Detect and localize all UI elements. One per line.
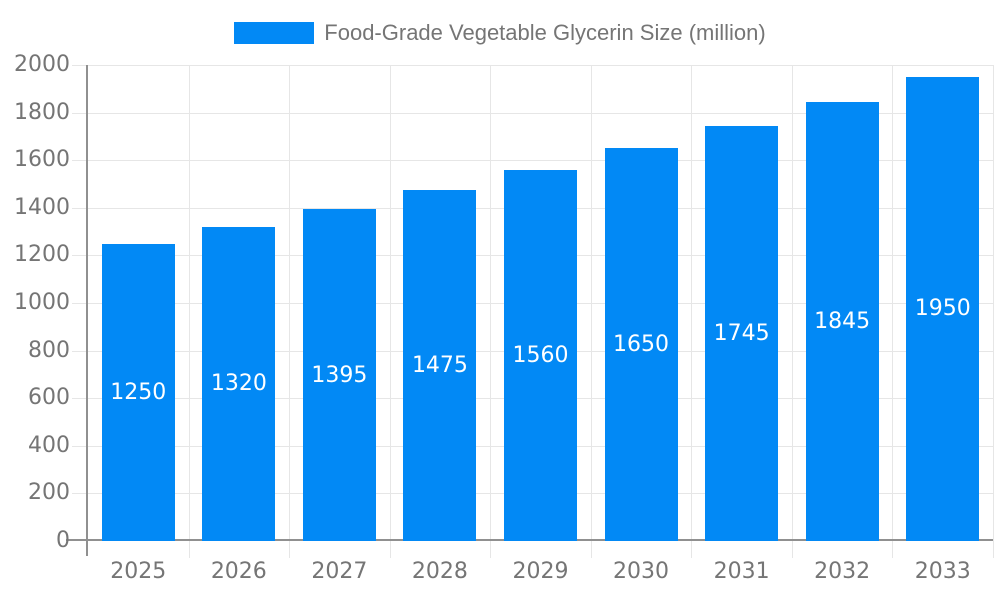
x-axis-tick-label: 2031 [713,559,770,584]
plot-area: 1250 1320 1395 1475 1560 1650 1745 1845 1950 [66,65,994,558]
x-axis-tick-label: 2026 [210,559,267,584]
bar-value-label: 1395 [311,362,368,388]
legend-label: Food-Grade Vegetable Glycerin Size (mill… [324,19,766,45]
y-axis-tick-label: 600 [28,385,70,411]
y-axis-tick-label: 1600 [14,147,70,173]
y-axis-tick-label: 1800 [14,99,70,125]
bar-2029[interactable]: 1560 [504,169,577,541]
gridline-vertical [691,65,693,558]
y-axis-tick-label: 1000 [14,290,70,315]
y-axis-line [86,65,88,556]
legend-item[interactable]: Food-Grade Vegetable Glycerin Size (mill… [0,19,1000,46]
gridline-vertical [490,65,492,558]
bar-2025[interactable]: 1250 [101,243,175,541]
bar-2026[interactable]: 1320 [202,226,276,541]
x-axis-tick-label: 2025 [110,559,167,584]
bar-value-label: 1475 [411,352,468,378]
bar-value-label: 1745 [713,320,770,346]
gridline-horizontal [72,65,993,66]
y-axis-tick-label: 400 [28,432,70,458]
gridline-vertical [993,65,994,558]
gridline-vertical [590,65,592,558]
x-axis-tick-label: 2027 [311,559,368,584]
gridline-vertical [892,65,894,558]
gridline-horizontal [72,160,993,162]
x-axis-tick-label: 2033 [914,559,971,584]
y-axis-tick-label: 1200 [14,242,70,268]
x-axis-tick-label: 2028 [411,559,468,584]
x-axis-tick-label: 2032 [814,559,871,584]
bar-2028[interactable]: 1475 [403,189,477,541]
x-axis-tick-label: 2029 [512,559,569,584]
bar-value-label: 1560 [512,342,569,368]
x-axis-tick-label: 2030 [613,559,670,584]
y-axis-tick-label: 800 [28,337,70,363]
bar-value-label: 1650 [613,332,670,358]
y-axis-tick-label: 0 [56,528,70,553]
bar-2030[interactable]: 1650 [604,148,678,541]
bar-2027[interactable]: 1395 [302,209,376,541]
gridline-horizontal [72,112,993,114]
bar-value-label: 1845 [814,308,871,334]
legend-swatch [234,21,315,44]
y-axis-tick-label: 1400 [14,194,70,220]
bar-value-label: 1320 [210,371,267,397]
bar-2033[interactable]: 1950 [906,76,980,541]
gridline-vertical [289,65,291,558]
y-axis-tick-label: 200 [28,480,70,506]
bar-2032[interactable]: 1845 [805,101,879,541]
gridline-vertical [188,65,190,558]
gridline-vertical [389,65,391,558]
bar-value-label: 1250 [110,379,167,405]
gridline-vertical [791,65,793,558]
y-axis-tick-label: 2000 [14,52,70,77]
bar-value-label: 1950 [914,296,971,322]
bar-2031[interactable]: 1745 [705,125,779,541]
